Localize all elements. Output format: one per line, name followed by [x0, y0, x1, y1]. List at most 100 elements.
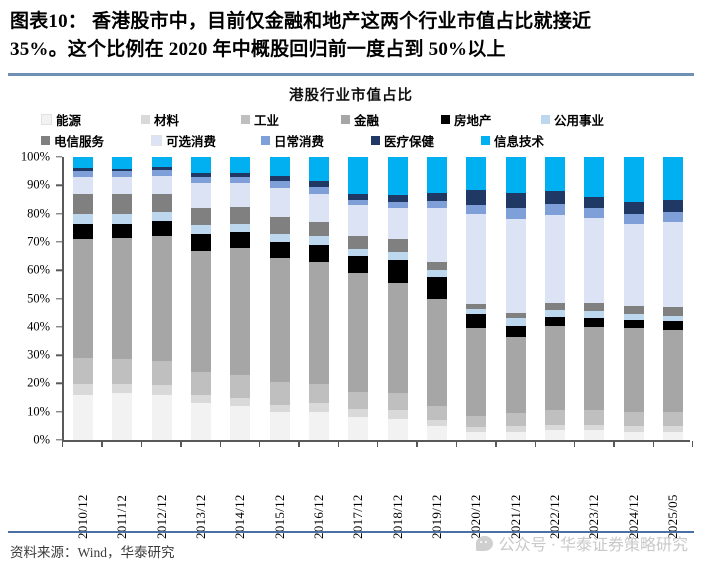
bar-segment-materials — [151, 384, 172, 395]
bar-column[interactable] — [221, 157, 259, 441]
legend-item-utilities[interactable]: 公用事业 — [541, 110, 651, 129]
bar-column[interactable] — [182, 157, 220, 441]
x-tick-mark — [534, 441, 536, 448]
bar-segment-industrials — [308, 383, 329, 404]
bar-segment-healthcare — [151, 167, 172, 170]
bar-segment-consumer_disc — [230, 182, 251, 207]
legend-label-info_tech: 信息技术 — [494, 135, 545, 150]
stacked-bar — [662, 157, 683, 441]
x-tick-mark — [652, 441, 655, 448]
chart-legend: 能源 材料 工业 金融 房地产 公用事业电信服务 可选消费 日常消费 医疗保健 信息技术 — [41, 109, 661, 151]
bar-segment-healthcare — [426, 192, 447, 202]
bar-column[interactable] — [103, 157, 141, 441]
stacked-bar — [584, 157, 605, 441]
bar-segment-industrials — [387, 393, 408, 411]
figure-header: 图表10： 香港股市中，目前仅金融和地产这两个行业市值占比就接近 35%。这个比… — [0, 0, 702, 67]
bar-segment-consumer_staples — [387, 202, 408, 209]
x-tick-label: 2011/12 — [114, 494, 130, 540]
bar-column[interactable] — [497, 157, 535, 441]
bar-segment-energy — [151, 394, 172, 441]
bar-segment-consumer_staples — [426, 201, 447, 209]
bar-segment-energy — [426, 425, 447, 441]
bar-segment-industrials — [662, 411, 683, 426]
bar-segment-real_estate — [348, 256, 369, 274]
y-tick-label-80: 80% — [27, 206, 50, 221]
legend-item-info_tech[interactable]: 信息技术 — [481, 131, 591, 150]
bar-segment-materials — [387, 410, 408, 419]
bar-segment-consumer_staples — [112, 171, 133, 177]
bar-segment-energy — [269, 411, 290, 441]
legend-swatch-energy — [41, 114, 52, 126]
bar-column[interactable] — [300, 157, 338, 441]
bar-segment-healthcare — [662, 199, 683, 213]
x-tick-mark — [573, 441, 576, 448]
bar-segment-financials — [112, 237, 133, 360]
legend-swatch-financials — [341, 115, 350, 125]
bar-segment-telecom — [190, 208, 211, 226]
legend-item-telecom[interactable]: 电信服务 — [41, 131, 151, 150]
bar-segment-consumer_disc — [544, 215, 565, 303]
bar-segment-consumer_disc — [73, 176, 93, 194]
bar-column[interactable] — [654, 157, 692, 441]
bar-segment-consumer_disc — [387, 208, 408, 240]
y-tick-mark-50 — [56, 297, 62, 300]
bar-segment-healthcare — [387, 195, 408, 203]
stacked-bar — [544, 157, 565, 441]
bar-segment-info_tech — [505, 157, 526, 193]
legend-item-healthcare[interactable]: 医疗保健 — [371, 131, 481, 150]
bar-segment-healthcare — [544, 191, 565, 204]
legend-item-industrials[interactable]: 工业 — [241, 110, 341, 129]
bar-segment-consumer_staples — [151, 169, 172, 176]
legend-swatch-telecom — [41, 136, 50, 146]
bar-segment-telecom — [544, 302, 565, 310]
bar-segment-energy — [190, 403, 211, 441]
bar-segment-real_estate — [505, 325, 526, 337]
bar-segment-industrials — [426, 406, 447, 421]
bar-segment-info_tech — [348, 157, 369, 194]
bar-segment-telecom — [584, 302, 605, 312]
x-tick-label: 2023/12 — [586, 494, 602, 540]
bar-segment-financials — [426, 298, 447, 407]
legend-label-healthcare: 医疗保健 — [384, 135, 435, 150]
x-tick-label: 2015/12 — [271, 494, 287, 540]
y-tick-mark-10 — [56, 411, 62, 413]
bar-segment-utilities — [190, 225, 211, 234]
bar-column[interactable] — [418, 157, 456, 441]
bar-segment-real_estate — [269, 242, 290, 258]
y-tick-label-0: 0% — [33, 432, 50, 447]
bar-segment-materials — [662, 425, 683, 432]
bar-column[interactable] — [143, 157, 181, 441]
bar-segment-info_tech — [269, 157, 290, 176]
bar-segment-energy — [662, 431, 683, 441]
bar-column[interactable] — [575, 157, 613, 441]
bar-segment-consumer_staples — [584, 208, 605, 218]
bar-column[interactable] — [339, 157, 377, 441]
x-tick-label: 2018/12 — [389, 494, 405, 540]
bar-column[interactable] — [457, 157, 495, 441]
y-axis: 0% 10% 20% 30% 40% 50% 60% 70% 80% 90% 100% — [0, 150, 56, 447]
bar-segment-healthcare — [623, 202, 644, 214]
bar-segment-consumer_staples — [308, 186, 329, 194]
bar-column[interactable] — [615, 157, 653, 441]
y-tick-label-10: 10% — [27, 404, 50, 419]
bar-segment-consumer_staples — [466, 205, 487, 214]
x-axis-labels: 2010/12 2011/12 2012/12 2013/12 2014/12 2015/… — [64, 449, 692, 539]
legend-item-real_estate[interactable]: 房地产 — [441, 110, 541, 129]
legend-label-financials: 金融 — [354, 114, 380, 129]
bar-column[interactable] — [261, 157, 299, 441]
bar-column[interactable] — [64, 157, 102, 441]
header-divider — [8, 73, 694, 77]
bar-column[interactable] — [379, 157, 417, 441]
legend-item-financials[interactable]: 金融 — [341, 110, 441, 129]
bar-segment-financials — [269, 257, 290, 383]
legend-item-energy[interactable]: 能源 — [41, 110, 141, 129]
bar-segment-consumer_disc — [151, 175, 172, 194]
bar-column[interactable] — [536, 157, 574, 441]
bar-segment-utilities — [426, 270, 447, 278]
x-tick-label: 2019/12 — [428, 494, 444, 540]
y-tick-mark-100 — [56, 156, 62, 158]
bar-segment-info_tech — [426, 157, 447, 193]
legend-item-consumer_disc[interactable]: 可选消费 — [151, 131, 261, 150]
legend-item-materials[interactable]: 材料 — [141, 110, 241, 129]
legend-item-consumer_staples[interactable]: 日常消费 — [261, 131, 371, 150]
